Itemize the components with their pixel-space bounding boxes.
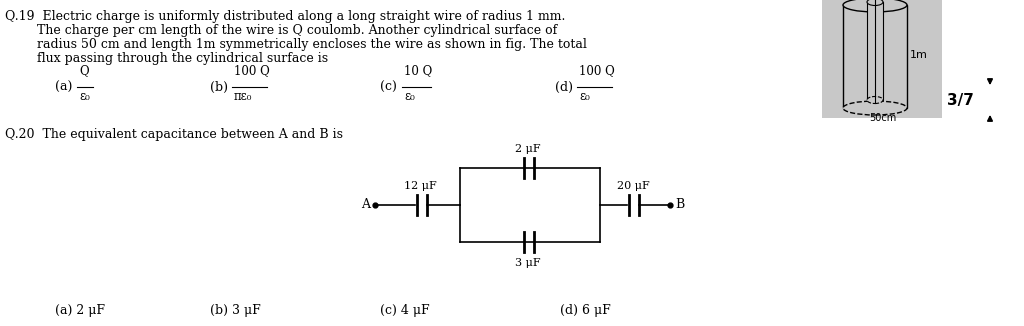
- Text: ε₀: ε₀: [579, 90, 590, 103]
- Text: (a) 2 μF: (a) 2 μF: [55, 304, 105, 317]
- Text: A: A: [361, 199, 370, 212]
- Text: Q.20  The equivalent capacitance between A and B is: Q.20 The equivalent capacitance between …: [5, 128, 343, 141]
- Text: radius 50 cm and length 1m symmetrically encloses the wire as shown in fig. The : radius 50 cm and length 1m symmetrically…: [5, 38, 587, 51]
- Ellipse shape: [867, 96, 883, 103]
- Text: (a): (a): [55, 81, 73, 94]
- Text: 3/7: 3/7: [946, 93, 974, 108]
- Text: 100 Q: 100 Q: [579, 64, 614, 77]
- Text: ε₀: ε₀: [79, 90, 90, 103]
- Text: 1m: 1m: [910, 50, 928, 60]
- Text: (c): (c): [380, 81, 397, 94]
- Text: 20 μF: 20 μF: [616, 181, 649, 191]
- Bar: [867, 2, 883, 100]
- Text: 3 μF: 3 μF: [515, 258, 541, 268]
- Ellipse shape: [843, 101, 907, 115]
- Text: (d): (d): [555, 81, 573, 94]
- Text: ε₀: ε₀: [404, 90, 415, 103]
- Bar: [843, 5, 907, 108]
- Text: πε₀: πε₀: [234, 90, 252, 103]
- Ellipse shape: [843, 0, 907, 12]
- Text: 100 Q: 100 Q: [234, 64, 269, 77]
- Text: 2 μF: 2 μF: [515, 144, 541, 154]
- Text: B: B: [675, 199, 684, 212]
- Text: 10 Q: 10 Q: [404, 64, 432, 77]
- Text: Q: Q: [79, 64, 89, 77]
- Text: Q.19  Electric charge is uniformly distributed along a long straight wire of rad: Q.19 Electric charge is uniformly distri…: [5, 10, 565, 23]
- Text: (b): (b): [210, 81, 228, 94]
- Ellipse shape: [867, 0, 883, 6]
- Bar: [822, 0, 942, 118]
- Text: 50cm: 50cm: [869, 113, 896, 123]
- Text: (c) 4 μF: (c) 4 μF: [380, 304, 430, 317]
- Text: (d) 6 μF: (d) 6 μF: [560, 304, 610, 317]
- Text: 12 μF: 12 μF: [404, 181, 437, 191]
- Text: flux passing through the cylindrical surface is: flux passing through the cylindrical sur…: [5, 52, 328, 65]
- Text: The charge per cm length of the wire is Q coulomb. Another cylindrical surface o: The charge per cm length of the wire is …: [5, 24, 557, 37]
- Text: (b) 3 μF: (b) 3 μF: [210, 304, 261, 317]
